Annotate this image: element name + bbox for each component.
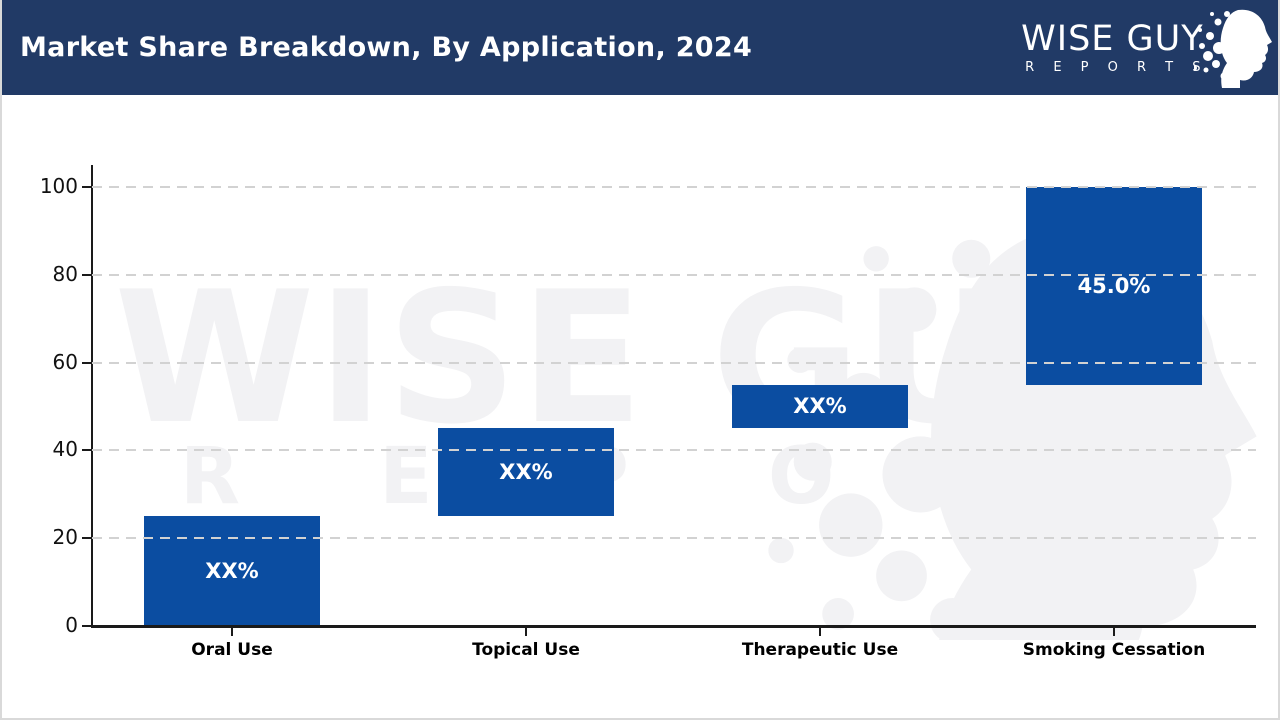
y-tick-label: 60 [52,349,78,374]
bar-segment: XX% [438,428,614,517]
bar-segment: 45.0% [1026,187,1202,385]
y-tick-mark [82,186,91,188]
bar-segment: XX% [732,384,908,429]
y-tick-mark [82,361,91,364]
y-tick-label: 0 [65,613,78,637]
y-tick-mark [82,537,91,540]
y-axis-line [91,165,93,628]
gridline [92,537,1256,540]
x-tick-mark [1113,628,1115,636]
y-tick-label: 20 [52,525,78,550]
y-tick-mark [82,625,91,627]
x-tick-mark [525,628,527,636]
gridline [92,361,1256,364]
gridline [92,186,1256,188]
logo-line2: R E P O R T S [1025,59,1208,75]
y-tick-mark [82,449,91,452]
x-category-label: Topical Use [472,640,580,660]
bar-value-label: XX% [793,394,847,419]
header-bar: Market Share Breakdown, By Application, … [2,0,1278,95]
y-tick-label: 80 [52,261,78,286]
x-category-label: Oral Use [191,640,273,660]
face-dots-icon [1194,9,1272,88]
logo-text: WISE GUY R E P O R T S [1021,18,1208,75]
page-title: Market Share Breakdown, By Application, … [20,32,753,63]
x-category-label: Smoking Cessation [1022,640,1206,660]
x-tick-mark [819,628,821,636]
bar-value-label: 45.0% [1077,273,1151,298]
x-tick-mark [231,628,233,636]
gridline [92,449,1256,452]
y-tick-label: 40 [52,437,78,462]
gridline [92,273,1256,276]
bar-value-label: XX% [499,460,553,485]
y-tick-mark [82,273,91,276]
watermark-face-dots-icon [768,231,1257,640]
logo-line1: WISE GUY [1021,18,1204,59]
x-category-label: Therapeutic Use [741,640,899,660]
y-tick-label: 100 [39,174,78,198]
bar-segment: XX% [144,516,320,626]
x-axis-line [91,625,1256,628]
wise-guy-logo: WISE GUY R E P O R T S [1021,8,1276,88]
bar-value-label: XX% [205,559,259,584]
